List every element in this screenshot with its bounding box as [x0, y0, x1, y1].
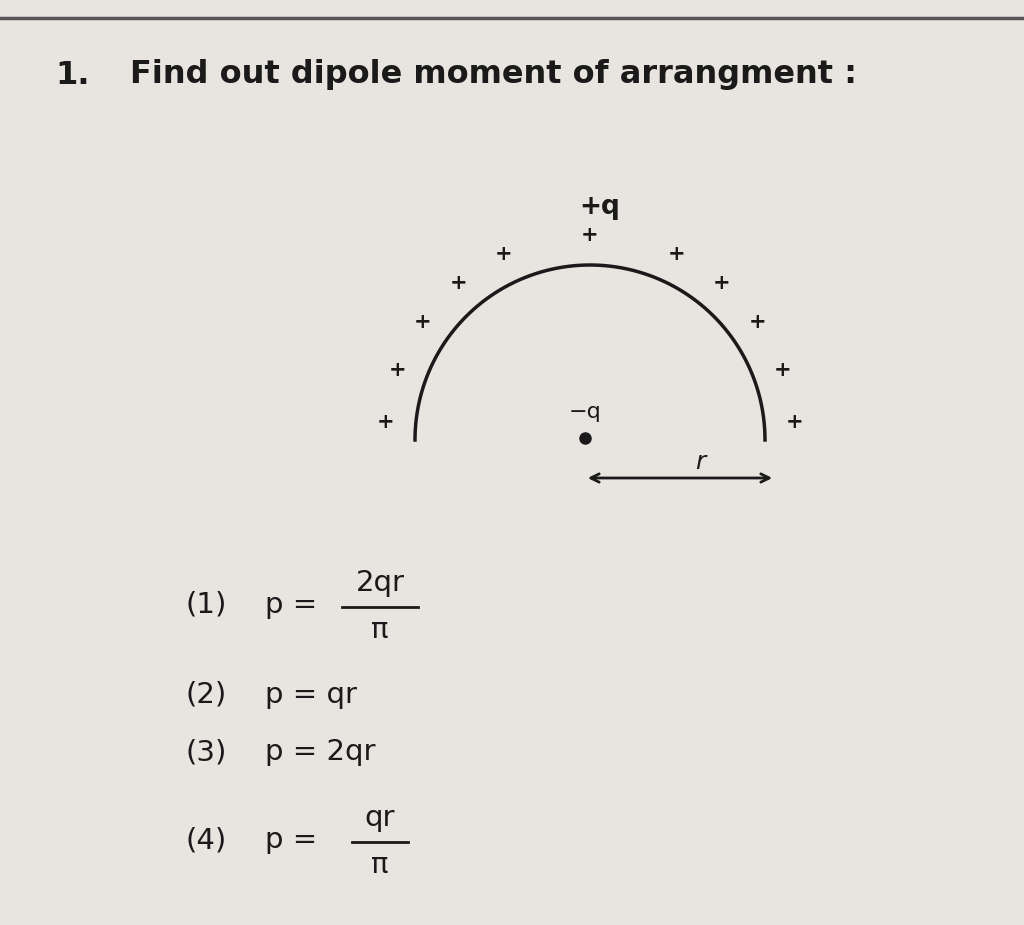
Text: (4): (4) — [185, 826, 226, 854]
Text: r: r — [695, 450, 706, 474]
Text: +: + — [785, 413, 803, 432]
Text: +: + — [495, 244, 512, 265]
Text: π: π — [372, 851, 389, 879]
Text: p = qr: p = qr — [265, 681, 357, 709]
Text: qr: qr — [365, 804, 395, 832]
Text: Find out dipole moment of arrangment :: Find out dipole moment of arrangment : — [130, 59, 857, 91]
Text: π: π — [372, 616, 389, 644]
Text: +: + — [774, 360, 792, 380]
Text: +: + — [450, 273, 467, 293]
Text: −q: −q — [568, 402, 601, 422]
Text: +: + — [414, 313, 431, 332]
Text: (3): (3) — [185, 738, 226, 766]
Text: +: + — [388, 360, 407, 380]
Text: +: + — [668, 244, 685, 265]
Text: (1): (1) — [185, 591, 226, 619]
Text: +: + — [750, 313, 767, 332]
Text: 1.: 1. — [55, 59, 89, 91]
Text: +: + — [713, 273, 730, 293]
Text: p = 2qr: p = 2qr — [265, 738, 376, 766]
Text: +: + — [582, 225, 599, 245]
Text: +q: +q — [580, 194, 621, 220]
Text: 2qr: 2qr — [355, 569, 404, 597]
Text: p =: p = — [265, 826, 317, 854]
Text: p =: p = — [265, 591, 317, 619]
Text: +: + — [377, 413, 394, 432]
Text: (2): (2) — [185, 681, 226, 709]
